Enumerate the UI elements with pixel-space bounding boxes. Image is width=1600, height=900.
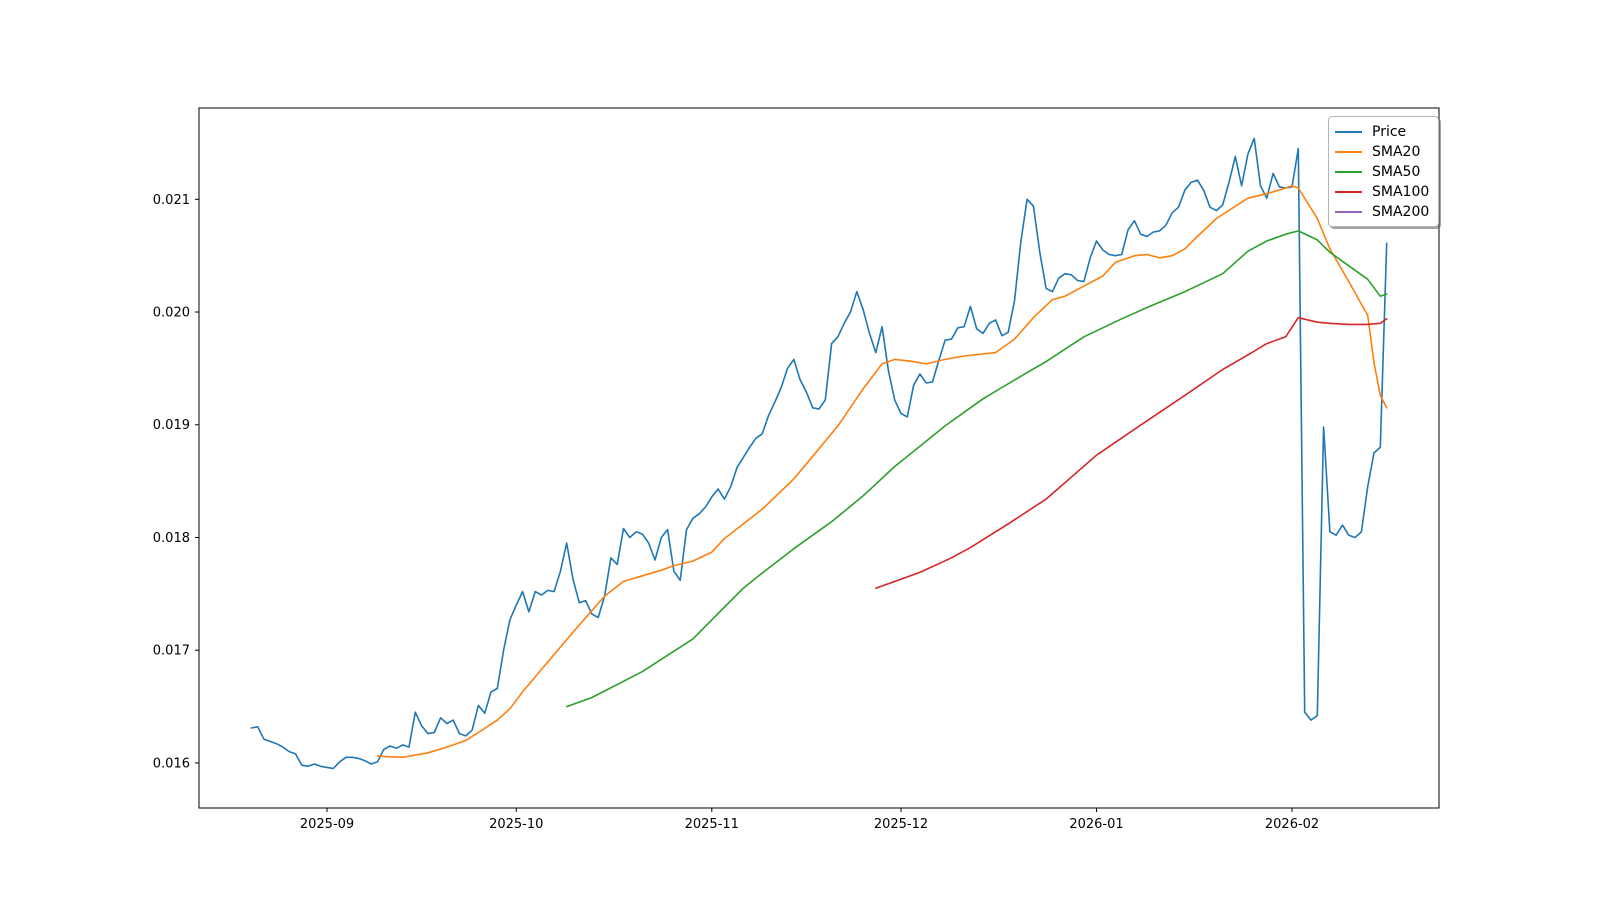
- legend-label: SMA50: [1372, 164, 1421, 180]
- legend-line-sample-sma200: [1335, 211, 1362, 213]
- series-line-price: [250, 137, 1388, 770]
- x-tick-label: 2025-09: [300, 817, 354, 832]
- x-tick-label: 2026-01: [1069, 817, 1123, 832]
- y-tick-label: 0.017: [153, 644, 190, 659]
- x-tick-label: 2025-10: [489, 817, 543, 832]
- legend-line-sample-sma20: [1335, 151, 1362, 153]
- legend-item-price: Price: [1335, 122, 1429, 142]
- legend: Price SMA20 SMA50 SMA100 SMA200: [1328, 116, 1440, 227]
- legend-line-sample-sma50: [1335, 171, 1362, 173]
- y-tick-label: 0.018: [153, 531, 190, 546]
- y-tick-label: 0.020: [153, 306, 190, 321]
- legend-item-sma20: SMA20: [1335, 142, 1429, 162]
- series-line-sma100: [874, 316, 1388, 590]
- y-tick-label: 0.019: [153, 418, 190, 433]
- legend-line-sample-price: [1335, 131, 1362, 133]
- axes-spines: [198, 107, 1440, 809]
- legend-label: SMA100: [1372, 184, 1430, 200]
- x-tick-label: 2026-02: [1265, 817, 1319, 832]
- series-line-sma50: [565, 230, 1388, 708]
- legend-label: SMA20: [1372, 144, 1421, 160]
- legend-label: Price: [1372, 124, 1407, 140]
- series-line-sma20: [376, 185, 1388, 759]
- x-tick-label: 2025-12: [874, 817, 928, 832]
- legend-label: SMA200: [1372, 204, 1430, 220]
- y-tick-label: 0.021: [153, 193, 190, 208]
- legend-line-sample-sma100: [1335, 191, 1362, 193]
- legend-item-sma50: SMA50: [1335, 162, 1429, 182]
- legend-item-sma200: SMA200: [1335, 202, 1429, 222]
- y-tick-label: 0.016: [153, 756, 190, 771]
- legend-item-sma100: SMA100: [1335, 182, 1429, 202]
- x-tick-label: 2025-11: [685, 817, 739, 832]
